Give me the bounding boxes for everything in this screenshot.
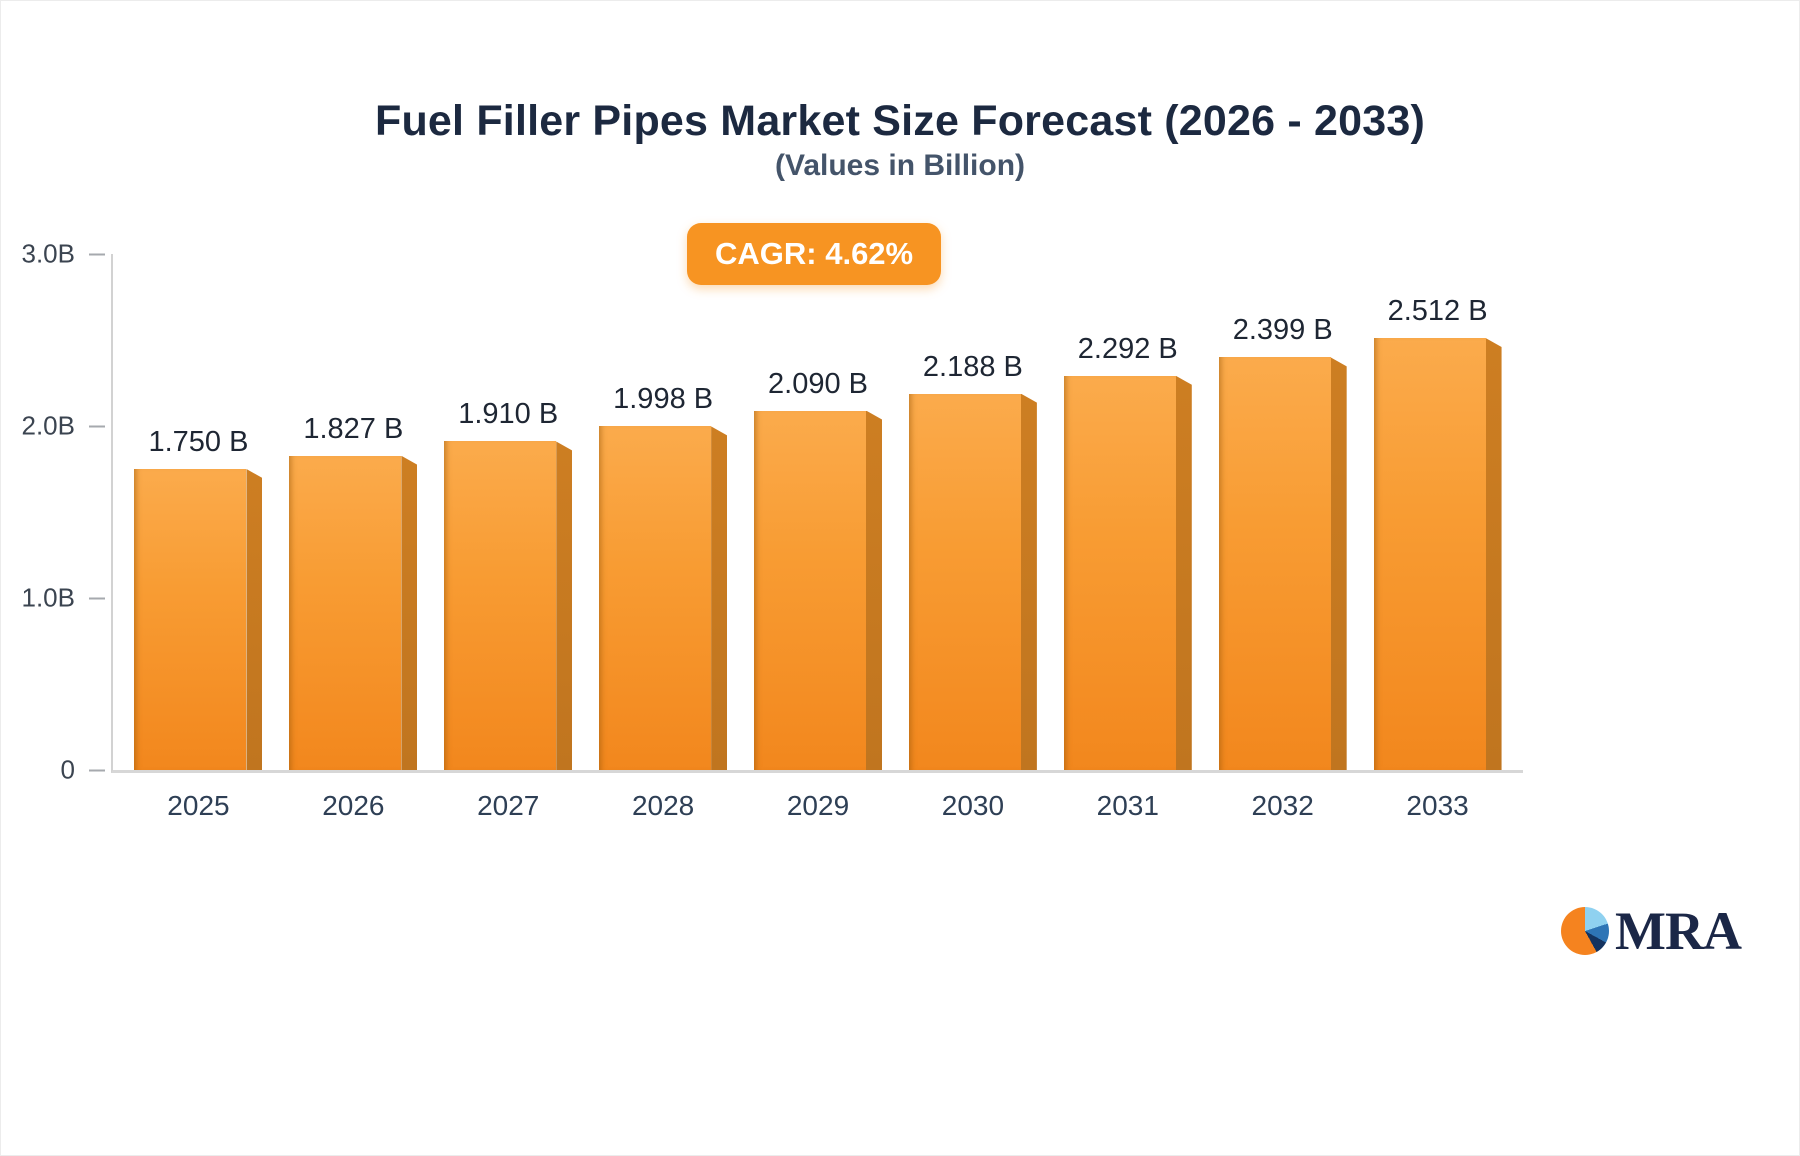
brand-pie-icon bbox=[1561, 907, 1610, 955]
y-tick-label: 2.0B bbox=[22, 411, 114, 442]
brand-logo: MRA bbox=[1561, 901, 1742, 961]
bar-side-shadow bbox=[246, 469, 263, 770]
bar-group: 2.399 B 2032 bbox=[1205, 254, 1360, 821]
y-tick-mark bbox=[89, 253, 105, 255]
bar-group: 2.512 B 2033 bbox=[1360, 254, 1515, 821]
bar-value-label: 1.998 B bbox=[613, 383, 714, 416]
bar-group: 1.998 B 2028 bbox=[586, 254, 741, 821]
cagr-badge: CAGR: 4.62% bbox=[687, 223, 942, 285]
bar bbox=[134, 469, 263, 770]
bar-side-shadow bbox=[401, 455, 418, 770]
bar bbox=[289, 455, 418, 770]
x-tick-label: 2028 bbox=[631, 790, 695, 821]
chart-title: Fuel Filler Pipes Market Size Forecast (… bbox=[374, 97, 1426, 145]
bar-face bbox=[1063, 375, 1176, 770]
bar bbox=[1373, 337, 1502, 770]
bar-face bbox=[908, 393, 1021, 770]
bar-face bbox=[444, 441, 557, 770]
bar bbox=[754, 410, 882, 770]
brand-logo-text: MRA bbox=[1615, 901, 1742, 961]
x-tick-label: 2030 bbox=[941, 790, 1005, 821]
bars-row: 1.750 B 2025 1.827 B 2026 1.910 B 2027 1.998 B… bbox=[113, 254, 1523, 821]
bar-face bbox=[134, 469, 247, 770]
x-tick-label: 2027 bbox=[477, 790, 540, 821]
y-tick-label: 0 bbox=[61, 755, 113, 786]
x-tick-label: 2031 bbox=[1096, 790, 1159, 821]
bar-side-shadow bbox=[866, 410, 882, 770]
bar-group: 2.188 B 2030 bbox=[895, 254, 1050, 821]
bar-face bbox=[1218, 357, 1331, 770]
bar-group: 1.827 B 2026 bbox=[276, 254, 431, 821]
bar-side-shadow bbox=[1485, 337, 1502, 770]
bar-face bbox=[599, 426, 712, 770]
bar-group: 2.292 B 2031 bbox=[1050, 254, 1205, 821]
bar bbox=[908, 393, 1037, 770]
bar-value-label: 2.188 B bbox=[922, 350, 1023, 383]
bar-side-shadow bbox=[711, 426, 728, 770]
bar-value-label: 2.292 B bbox=[1077, 332, 1178, 365]
bar bbox=[1063, 375, 1192, 770]
bar-group: 1.910 B 2027 bbox=[431, 254, 586, 821]
bar-value-label: 2.399 B bbox=[1232, 314, 1333, 347]
bar-side-shadow bbox=[1020, 393, 1037, 770]
y-tick-mark bbox=[89, 425, 105, 427]
x-tick-label: 2033 bbox=[1406, 790, 1469, 821]
x-tick-label: 2032 bbox=[1251, 790, 1314, 821]
x-tick-label: 2026 bbox=[322, 790, 385, 821]
bar bbox=[444, 441, 573, 770]
bar-side-shadow bbox=[556, 441, 573, 770]
y-tick-label: 3.0B bbox=[22, 239, 114, 270]
bar-side-shadow bbox=[1330, 357, 1347, 770]
y-tick-mark bbox=[89, 769, 105, 771]
bar-side-shadow bbox=[1175, 375, 1192, 770]
x-tick-label: 2025 bbox=[167, 790, 230, 821]
bar-face bbox=[1373, 337, 1486, 770]
bar bbox=[599, 426, 728, 770]
y-tick-label: 1.0B bbox=[22, 583, 114, 614]
bar-value-label: 1.827 B bbox=[303, 412, 404, 445]
chart-subtitle: (Values in Billion) bbox=[774, 149, 1026, 182]
bar-group: 1.750 B 2025 bbox=[121, 254, 276, 821]
bar-value-label: 2.090 B bbox=[768, 367, 868, 400]
bar-face bbox=[754, 410, 866, 770]
bar-group: 2.090 B 2029 bbox=[741, 254, 896, 821]
bar-face bbox=[289, 455, 402, 770]
plot-area: 0 1.0B 2.0B 3.0B 1.750 B 2025 1.827 B 2026 1.91… bbox=[22, 239, 1523, 821]
bar bbox=[1218, 357, 1347, 770]
x-tick-label: 2029 bbox=[786, 790, 850, 821]
bar-value-label: 2.512 B bbox=[1387, 294, 1488, 327]
bar-value-label: 1.750 B bbox=[148, 426, 249, 458]
bar-value-label: 1.910 B bbox=[458, 398, 559, 431]
y-tick-mark bbox=[89, 597, 105, 599]
